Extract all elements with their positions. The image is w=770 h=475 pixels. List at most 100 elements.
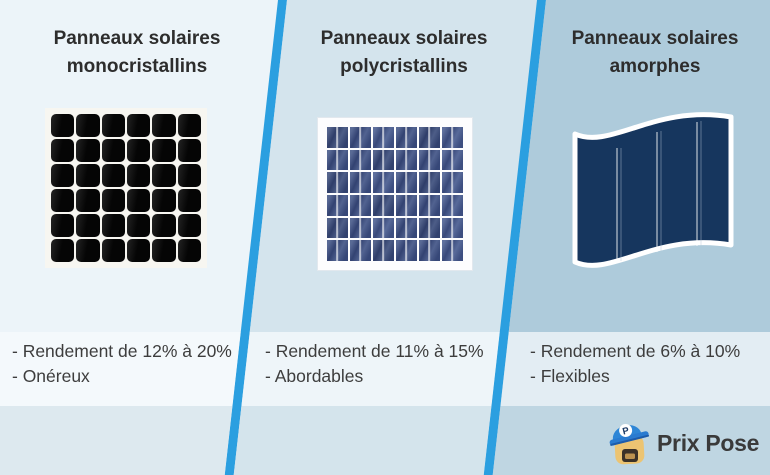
- logo-mouth: [625, 453, 635, 459]
- mono-solar-cell: [51, 239, 75, 262]
- mono-solar-cell: [152, 164, 176, 187]
- poly-solar-cell: [419, 194, 440, 216]
- poly-solar-cell: [373, 127, 394, 148]
- title-line: Panneaux solaires: [320, 28, 488, 49]
- poly-solar-cell: [396, 127, 417, 148]
- poly-solar-cell: [442, 149, 463, 171]
- amorphous-panel-shape: [572, 112, 734, 268]
- column-title-polycristallins: Panneaux solaires polycristallins: [282, 25, 526, 81]
- title-line: Panneaux solaires: [53, 28, 221, 49]
- poly-solar-cell: [327, 217, 348, 239]
- poly-solar-cell: [327, 127, 348, 148]
- poly-solar-cell: [442, 127, 463, 148]
- footer-band-bg: [233, 406, 492, 475]
- mono-solar-cell: [152, 214, 176, 237]
- mono-solar-cell: [152, 239, 176, 262]
- column-title-monocristallins: Panneaux solaires monocristallins: [8, 25, 266, 81]
- poly-solar-cell: [327, 240, 348, 261]
- feature-item: - Flexibles: [530, 366, 610, 386]
- mono-solar-cell: [101, 214, 125, 237]
- polycrystalline-panel-image: [318, 118, 472, 270]
- poly-solar-cell: [373, 172, 394, 193]
- feature-item: - Rendement de 11% à 15%: [265, 341, 484, 361]
- feature-item: - Onéreux: [12, 366, 90, 386]
- poly-solar-cell: [442, 194, 463, 216]
- feature-item: - Rendement de 6% à 10%: [530, 341, 741, 361]
- mono-solar-cell: [51, 189, 75, 212]
- mono-solar-cell: [152, 139, 176, 162]
- poly-solar-cell: [350, 217, 371, 239]
- logo-cap: P: [609, 423, 650, 446]
- brand-name: Prix Pose: [657, 430, 760, 456]
- poly-solar-cell: [396, 240, 417, 261]
- feature-item: - Abordables: [265, 366, 364, 386]
- mono-solar-cell: [101, 189, 125, 212]
- mono-solar-cell: [177, 139, 201, 162]
- mono-solar-cell: [101, 139, 125, 162]
- poly-solar-cell: [442, 240, 463, 261]
- mono-solar-cell: [51, 139, 75, 162]
- mono-solar-cell: [127, 189, 151, 212]
- poly-solar-cell: [419, 127, 440, 148]
- mono-solar-cell: [51, 114, 75, 137]
- poly-solar-cell: [442, 217, 463, 239]
- mono-solar-cell: [51, 214, 75, 237]
- title-line: polycristallins: [340, 56, 468, 77]
- poly-solar-cell: [373, 149, 394, 171]
- poly-solar-cell: [350, 240, 371, 261]
- mono-solar-cell: [127, 139, 151, 162]
- poly-solar-cell: [350, 194, 371, 216]
- mono-solar-cell: [101, 114, 125, 137]
- poly-solar-cell: [373, 217, 394, 239]
- logo-letter: P: [621, 425, 630, 437]
- column-title-amorphes: Panneaux solaires amorphes: [542, 25, 768, 81]
- title-line: monocristallins: [66, 56, 208, 77]
- prix-pose-logo-icon: P: [609, 423, 650, 465]
- poly-solar-cell: [396, 194, 417, 216]
- mono-solar-cell: [76, 189, 100, 212]
- features-amorphes: - Rendement de 6% à 10% - Flexibles: [530, 339, 740, 389]
- poly-solar-cell: [327, 149, 348, 171]
- monocrystalline-panel-image: [45, 108, 207, 268]
- poly-solar-cell: [350, 149, 371, 171]
- mono-solar-cell: [177, 214, 201, 237]
- features-polycristallins: - Rendement de 11% à 15% - Abordables: [265, 339, 484, 389]
- poly-solar-cell: [327, 194, 348, 216]
- poly-solar-cell: [350, 127, 371, 148]
- poly-solar-cell: [373, 194, 394, 216]
- poly-solar-cell: [373, 240, 394, 261]
- mono-solar-cell: [177, 114, 201, 137]
- mono-solar-cell: [76, 114, 100, 137]
- mono-solar-cell: [177, 189, 201, 212]
- mono-solar-cell: [101, 164, 125, 187]
- mono-solar-cell: [127, 164, 151, 187]
- amorphous-panel-image: [572, 112, 734, 268]
- title-line: amorphes: [609, 56, 701, 77]
- mono-solar-cell: [76, 164, 100, 187]
- poly-solar-cell: [396, 217, 417, 239]
- mono-solar-cell: [76, 239, 100, 262]
- mono-solar-cell: [51, 164, 75, 187]
- mono-solar-cell: [127, 214, 151, 237]
- mono-solar-cell: [127, 114, 151, 137]
- poly-solar-cell: [419, 240, 440, 261]
- features-monocristallins: - Rendement de 12% à 20% - Onéreux: [12, 339, 232, 389]
- poly-solar-cell: [396, 149, 417, 171]
- mono-solar-cell: [152, 114, 176, 137]
- poly-solar-cell: [419, 217, 440, 239]
- mono-solar-cell: [76, 214, 100, 237]
- mono-solar-cell: [101, 239, 125, 262]
- mono-solar-cell: [177, 164, 201, 187]
- mono-solar-cell: [76, 139, 100, 162]
- mono-solar-cell: [177, 239, 201, 262]
- feature-item: - Rendement de 12% à 20%: [12, 341, 232, 361]
- mono-solar-cell: [127, 239, 151, 262]
- mono-solar-cell: [152, 189, 176, 212]
- poly-solar-cell: [419, 149, 440, 171]
- poly-solar-cell: [396, 172, 417, 193]
- poly-solar-cell: [327, 172, 348, 193]
- poly-solar-cell: [419, 172, 440, 193]
- poly-solar-cell: [442, 172, 463, 193]
- title-line: Panneaux solaires: [571, 28, 739, 49]
